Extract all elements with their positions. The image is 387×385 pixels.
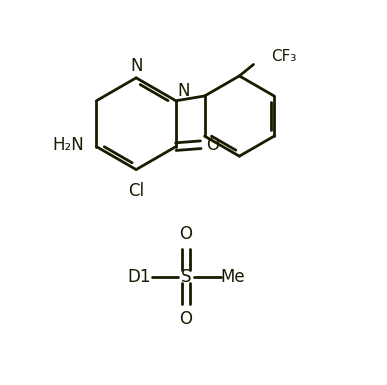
Text: D1: D1 — [127, 268, 151, 286]
Text: S: S — [181, 268, 191, 286]
Text: O: O — [179, 310, 192, 328]
Text: O: O — [179, 225, 192, 243]
Text: Me: Me — [220, 268, 245, 286]
Text: CF₃: CF₃ — [271, 49, 296, 64]
Text: N: N — [177, 82, 190, 100]
Text: O: O — [206, 136, 219, 154]
Text: H₂N: H₂N — [52, 136, 84, 154]
Text: Cl: Cl — [128, 182, 144, 199]
Text: N: N — [130, 57, 142, 75]
